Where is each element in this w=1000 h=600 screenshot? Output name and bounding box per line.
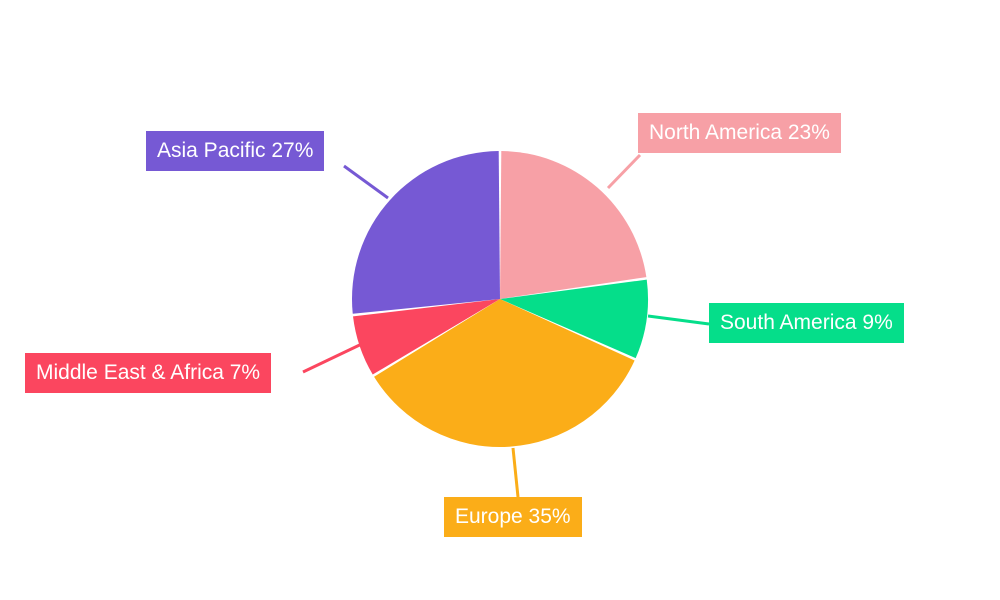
leader-line-middle-east-africa: [302, 339, 369, 374]
pie-slice-south-america[interactable]: [500, 279, 649, 359]
pie-slices: [351, 151, 649, 447]
pie-label-middle-east-africa[interactable]: Middle East & Africa 7%: [25, 353, 272, 393]
leader-line-south-america: [647, 314, 710, 326]
leader-lines: [302, 153, 710, 498]
leader-line-asia-pacific: [343, 164, 389, 200]
pie-label-europe[interactable]: Europe 35%: [444, 497, 582, 537]
pie-label-north-america[interactable]: North America 23%: [638, 113, 841, 153]
pie-slice-middle-east-africa[interactable]: [353, 299, 500, 375]
pie-label-asia-pacific[interactable]: Asia Pacific 27%: [146, 131, 325, 171]
leader-line-north-america: [606, 153, 642, 190]
leader-line-europe: [511, 447, 520, 498]
pie-slice-europe[interactable]: [374, 299, 635, 447]
pie-slice-north-america[interactable]: [500, 151, 647, 299]
pie-slice-asia-pacific[interactable]: [351, 151, 500, 314]
pie-label-south-america[interactable]: South America 9%: [709, 303, 904, 343]
